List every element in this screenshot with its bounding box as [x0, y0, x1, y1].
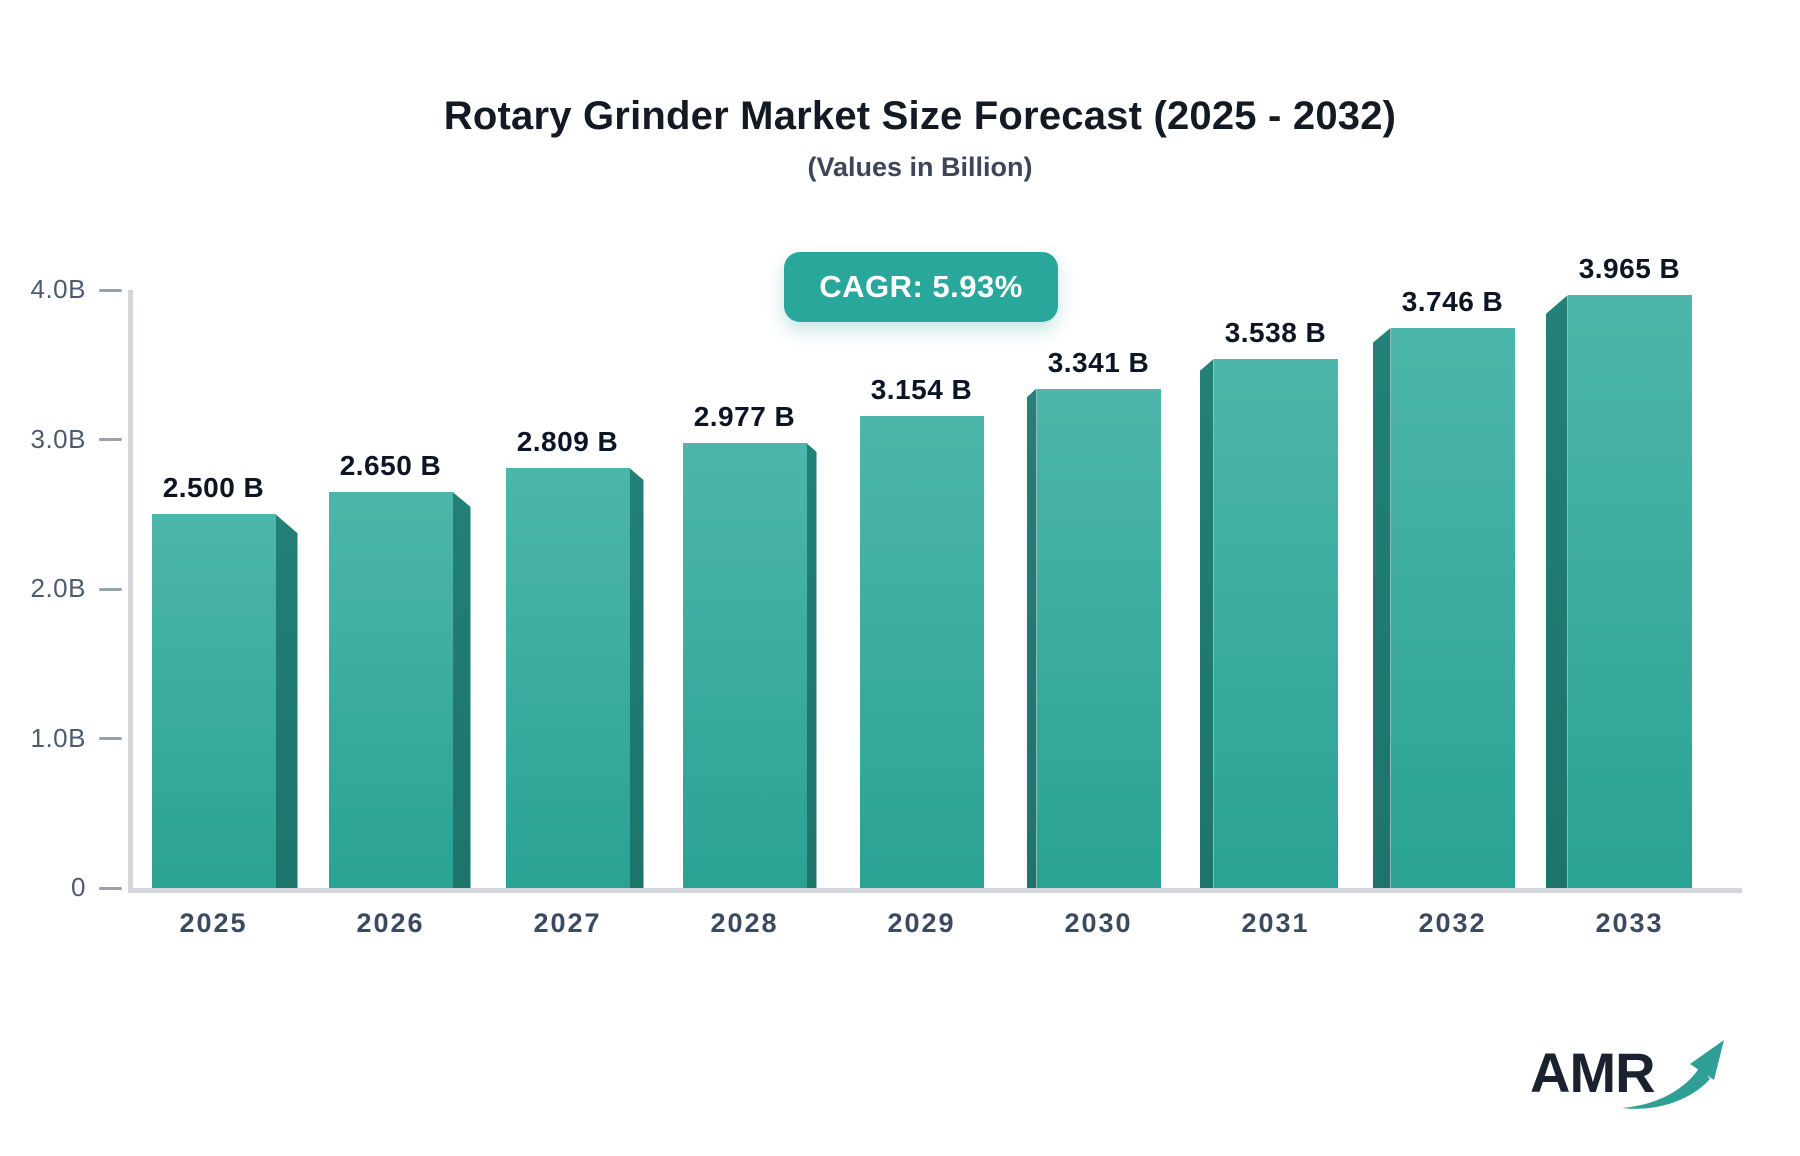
- amr-logo: AMR: [1520, 1032, 1750, 1122]
- cagr-badge: CAGR: 5.93%: [784, 252, 1058, 322]
- chart-subtitle: (Values in Billion): [807, 152, 1033, 182]
- x-axis-baseline: [128, 888, 1742, 893]
- chart-title: Rotary Grinder Market Size Forecast (202…: [443, 94, 1397, 138]
- bar-value-label: 3.965 B: [1578, 253, 1681, 285]
- x-axis-label: 2028: [710, 908, 779, 938]
- bar-2030: [1036, 388, 1161, 888]
- y-tick-dash: [99, 587, 122, 591]
- y-tick-label: 0: [71, 872, 86, 902]
- bar-2033-side: [1545, 295, 1568, 888]
- x-axis-label: 2026: [356, 908, 425, 938]
- bar-2027-side: [629, 468, 644, 888]
- bar-value-label: 2.977 B: [693, 400, 796, 432]
- bar-2025-side: [275, 514, 298, 888]
- y-tick-dash: [99, 737, 122, 740]
- x-axis-label: 2032: [1418, 908, 1487, 938]
- bar-2027: [505, 468, 630, 888]
- x-axis-label: 2033: [1595, 908, 1664, 938]
- bar-value-label: 3.341 B: [1047, 346, 1150, 378]
- bar-2029: [859, 416, 984, 888]
- bar-value-label: 3.154 B: [870, 374, 973, 406]
- bar-value-label: 2.809 B: [516, 426, 619, 458]
- x-axis-label: 2030: [1064, 908, 1133, 938]
- x-axis-label: 2027: [533, 908, 602, 938]
- x-axis-label: 2025: [179, 908, 248, 938]
- y-tick-dash: [99, 438, 122, 441]
- bar-2033: [1567, 295, 1692, 888]
- bar-2030-side: [1026, 388, 1037, 888]
- y-tick-dash: [99, 288, 122, 292]
- bar-2032: [1390, 327, 1515, 888]
- bar-value-label: 2.500 B: [162, 472, 265, 504]
- y-tick-label: 3.0B: [30, 423, 86, 454]
- bar-2031: [1213, 359, 1338, 888]
- bar-value-label: 2.650 B: [339, 449, 442, 481]
- x-axis-label: 2029: [887, 908, 956, 938]
- bar-2025: [151, 514, 276, 888]
- y-axis-line: [128, 290, 133, 893]
- y-tick-label: 2.0B: [30, 573, 86, 603]
- bar-value-label: 3.746 B: [1401, 285, 1504, 317]
- bar-2028-side: [806, 442, 817, 888]
- y-tick-dash: [99, 886, 122, 890]
- bar-2032-side: [1372, 327, 1391, 888]
- bar-2031-side: [1199, 359, 1214, 888]
- amr-logo-text: AMR: [1530, 1041, 1656, 1104]
- y-tick-label: 4.0B: [30, 274, 86, 304]
- bar-value-label: 3.538 B: [1224, 317, 1327, 349]
- cagr-badge-label: CAGR: 5.93%: [819, 269, 1023, 304]
- bar-2028: [682, 442, 807, 888]
- bar-2026-side: [452, 491, 471, 888]
- y-tick-label: 1.0B: [30, 722, 86, 753]
- x-axis-label: 2031: [1241, 908, 1310, 938]
- bar-2026: [328, 491, 453, 888]
- growth-arrow-icon: [1622, 1040, 1724, 1109]
